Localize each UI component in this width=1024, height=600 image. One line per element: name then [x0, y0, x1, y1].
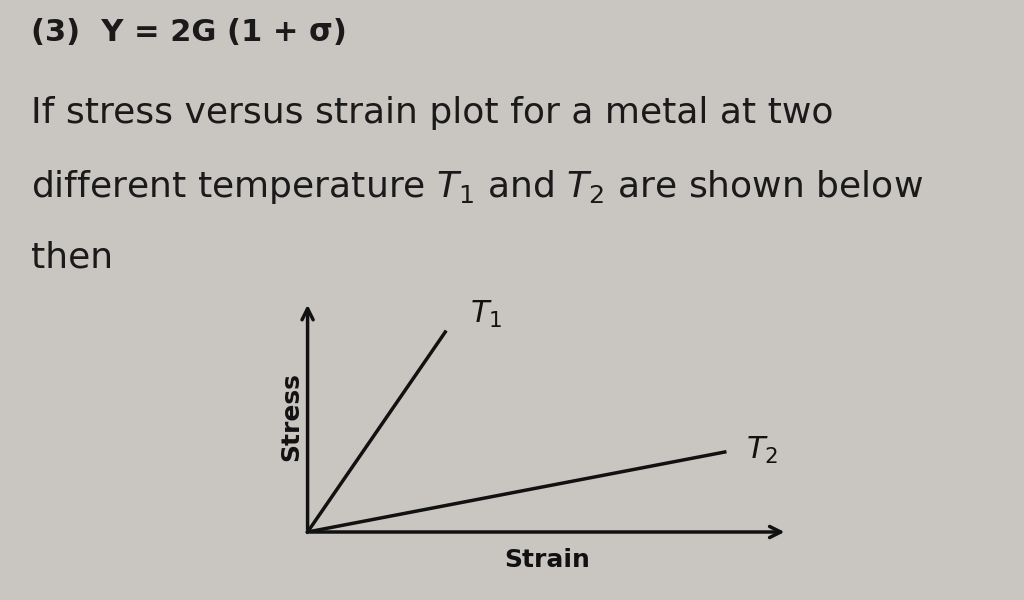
- Text: If stress versus strain plot for a metal at two: If stress versus strain plot for a metal…: [31, 96, 834, 130]
- Text: $T_1$: $T_1$: [470, 299, 503, 330]
- Text: $T_2$: $T_2$: [745, 434, 778, 466]
- Text: Stress: Stress: [279, 373, 303, 461]
- Text: Strain: Strain: [505, 548, 591, 572]
- Text: then: then: [31, 240, 113, 274]
- Text: (3)  Y = 2G (1 + σ): (3) Y = 2G (1 + σ): [31, 18, 346, 47]
- Text: different temperature $T_1$ and $T_2$ are shown below: different temperature $T_1$ and $T_2$ ar…: [31, 168, 923, 206]
